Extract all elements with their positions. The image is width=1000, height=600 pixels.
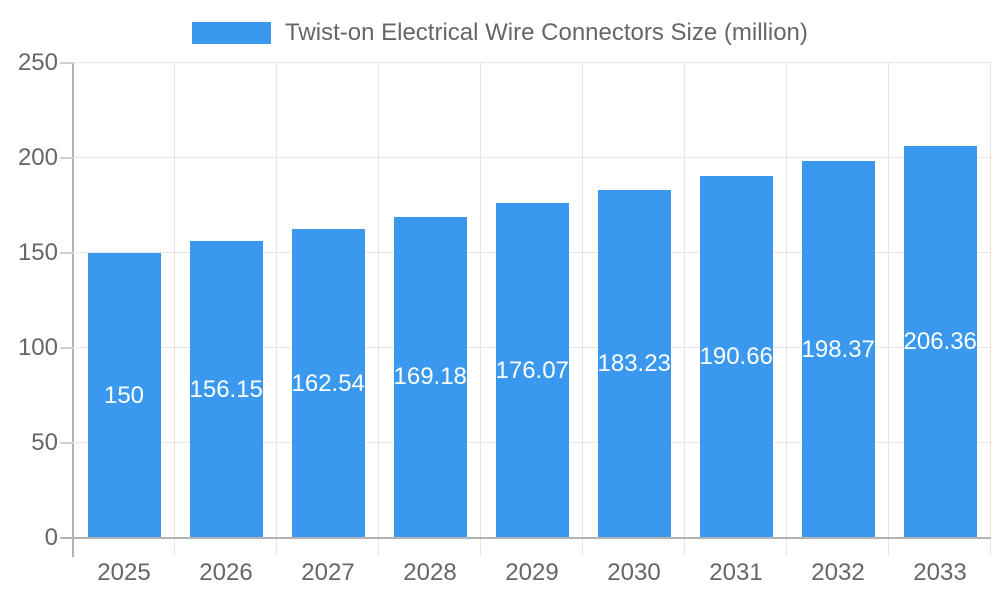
bar-value-label: 183.23 xyxy=(597,349,671,377)
h-gridline xyxy=(73,62,991,63)
y-tick-label: 150 xyxy=(17,239,58,266)
v-gridline xyxy=(480,63,481,538)
x-tick-label: 2033 xyxy=(913,559,967,586)
y-tick-label: 0 xyxy=(44,524,58,551)
bar-2026: 156.15 xyxy=(189,241,263,538)
v-gridline xyxy=(990,63,991,538)
x-tick-mark xyxy=(990,539,991,556)
x-tick-mark xyxy=(888,539,889,556)
x-tick-mark xyxy=(684,539,685,556)
x-tick-label: 2029 xyxy=(505,559,559,586)
bar-value-label: 176.07 xyxy=(495,356,569,384)
chart-legend[interactable]: Twist-on Electrical Wire Connectors Size… xyxy=(0,20,1000,45)
bar-2029: 176.07 xyxy=(495,203,569,538)
v-gridline xyxy=(378,63,379,538)
x-tick-label: 2027 xyxy=(301,559,355,586)
bar-2027: 162.54 xyxy=(291,229,365,538)
bar-2028: 169.18 xyxy=(393,216,467,538)
y-tick-mark xyxy=(60,252,73,254)
legend-label: Twist-on Electrical Wire Connectors Size… xyxy=(285,19,808,46)
bar-value-label: 206.36 xyxy=(903,327,977,355)
bar-2031: 190.66 xyxy=(699,175,773,538)
x-tick-mark xyxy=(276,539,277,556)
bar-value-label: 198.37 xyxy=(801,335,875,363)
y-tick-label: 200 xyxy=(17,144,58,171)
bar-2033: 206.36 xyxy=(903,145,977,538)
y-tick-label: 50 xyxy=(31,429,58,456)
bar-2025: 150 xyxy=(87,253,161,538)
legend-swatch xyxy=(192,21,272,44)
x-tick-label: 2026 xyxy=(199,559,253,586)
v-gridline xyxy=(786,63,787,538)
y-tick-mark xyxy=(60,347,73,349)
bar-value-label: 190.66 xyxy=(699,342,773,370)
y-tick-label: 250 xyxy=(17,49,58,76)
x-tick-label: 2025 xyxy=(97,559,151,586)
bar-value-label: 169.18 xyxy=(393,363,467,391)
bar-2032: 198.37 xyxy=(801,161,875,538)
v-gridline xyxy=(684,63,685,538)
bar-value-label: 162.54 xyxy=(291,369,365,397)
x-tick-label: 2030 xyxy=(607,559,661,586)
v-gridline xyxy=(276,63,277,538)
v-gridline xyxy=(888,63,889,538)
y-tick-label: 100 xyxy=(17,334,58,361)
y-tick-mark xyxy=(60,442,73,444)
plot-area: 150 156.15 162.54 169.18 176.07 183.23 190.66 1… xyxy=(73,62,991,538)
x-tick-mark xyxy=(480,539,481,556)
x-axis-line xyxy=(61,537,991,539)
h-gridline xyxy=(73,157,991,158)
x-tick-label: 2031 xyxy=(709,559,763,586)
bar-2030: 183.23 xyxy=(597,189,671,538)
x-tick-mark xyxy=(582,539,583,556)
y-axis-line xyxy=(72,63,74,557)
x-tick-label: 2028 xyxy=(403,559,457,586)
x-tick-mark xyxy=(786,539,787,556)
x-tick-mark xyxy=(174,539,175,556)
x-tick-label: 2032 xyxy=(811,559,865,586)
y-tick-mark xyxy=(60,157,73,159)
v-gridline xyxy=(174,63,175,538)
v-gridline xyxy=(582,63,583,538)
bar-value-label: 150 xyxy=(103,381,145,409)
bar-value-label: 156.15 xyxy=(189,375,263,403)
y-tick-mark xyxy=(60,62,73,64)
x-tick-mark xyxy=(378,539,379,556)
